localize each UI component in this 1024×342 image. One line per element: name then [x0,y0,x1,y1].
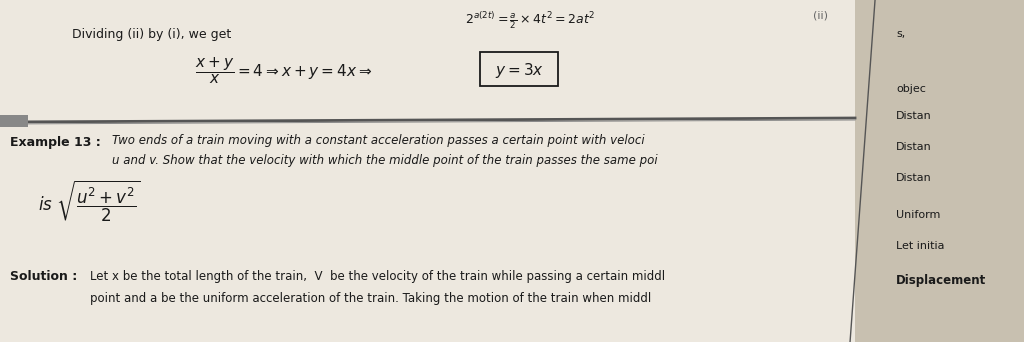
Text: Displacement: Displacement [896,274,986,287]
Text: Solution :: Solution : [10,270,77,283]
Text: Dividing (ii) by (i), we get: Dividing (ii) by (i), we get [72,28,231,41]
Text: $\dfrac{x+y}{x} = 4 \Rightarrow x+y = 4x \Rightarrow$: $\dfrac{x+y}{x} = 4 \Rightarrow x+y = 4x… [195,55,373,86]
Text: objec: objec [896,84,926,94]
Text: Two ends of a train moving with a constant acceleration passes a certain point w: Two ends of a train moving with a consta… [112,134,645,147]
Text: Distan: Distan [896,142,932,152]
Text: u and v. Show that the velocity with which the middle point of the train passes : u and v. Show that the velocity with whi… [112,154,657,167]
Bar [480,52,558,86]
Text: Distan: Distan [896,111,932,121]
Text: Example 13 :: Example 13 : [10,136,100,149]
Text: Let initia: Let initia [896,241,944,251]
Text: Uniform: Uniform [896,210,940,221]
Bar [0,115,28,127]
Text: $2^{a(2t)} = \frac{a}{2} \times 4t^2 = 2at^2$: $2^{a(2t)} = \frac{a}{2} \times 4t^2 = 2… [465,10,595,30]
Text: $is\ \sqrt{\dfrac{u^2+v^2}{2}}$: $is\ \sqrt{\dfrac{u^2+v^2}{2}}$ [38,178,140,224]
Text: (ii): (ii) [812,10,827,20]
Text: s,: s, [896,29,905,39]
Text: $y = 3x$: $y = 3x$ [495,61,544,79]
Text: Distan: Distan [896,173,932,183]
Bar [855,0,1024,342]
Text: Let x be the total length of the train,  V  be the velocity of the train while p: Let x be the total length of the train, … [90,270,666,283]
Text: point and a be the uniform acceleration of the train. Taking the motion of the t: point and a be the uniform acceleration … [90,292,651,305]
